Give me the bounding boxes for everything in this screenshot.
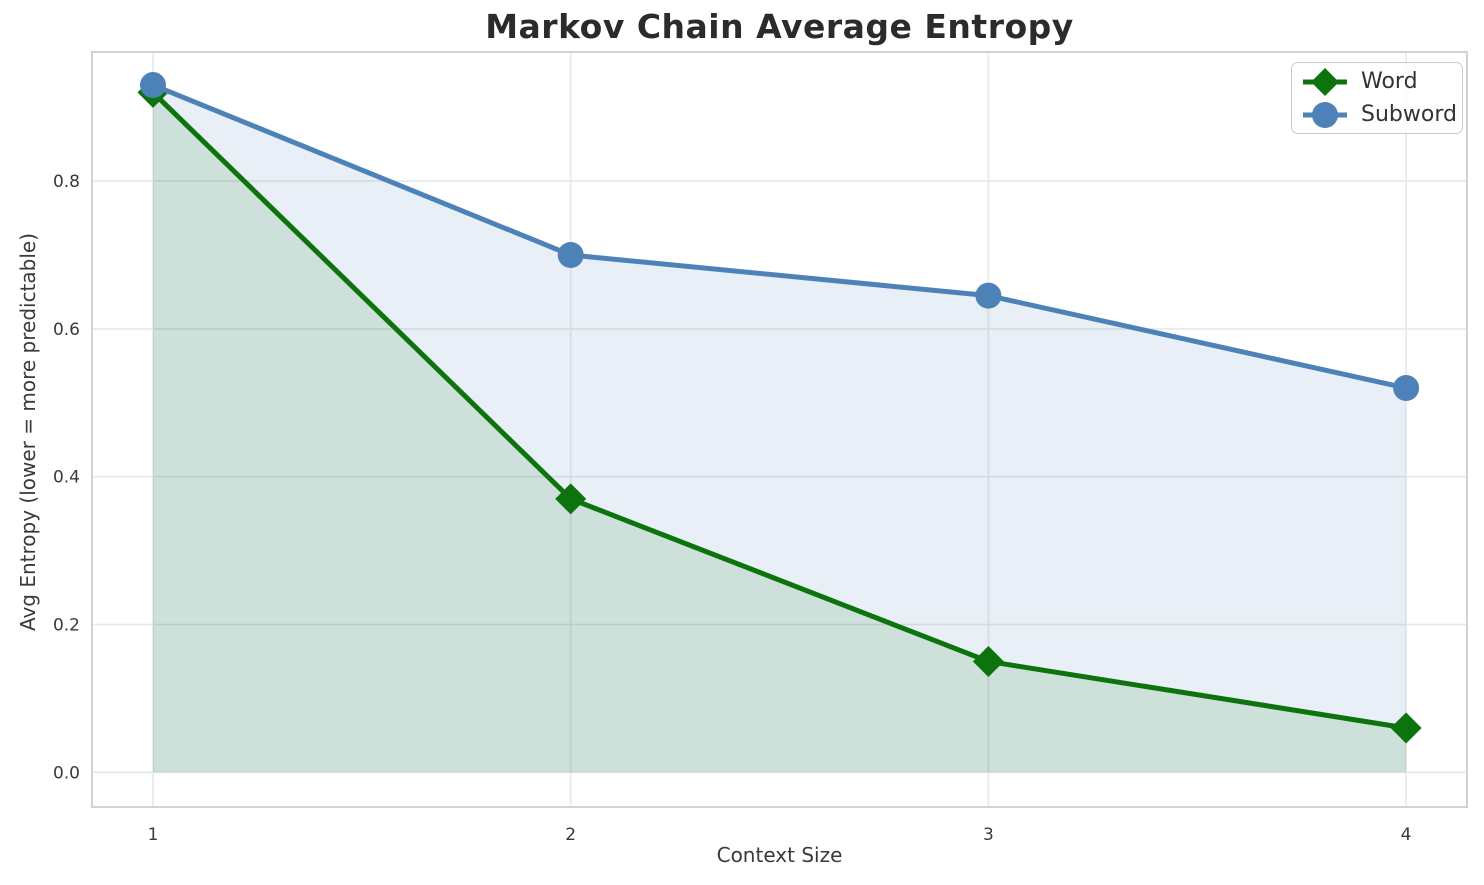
subword-marker	[557, 242, 584, 268]
x-tick-label: 1	[148, 825, 159, 845]
word-marker	[972, 645, 1004, 677]
legend-label-word: Word	[1361, 69, 1418, 94]
y-tick-label: 0.8	[53, 172, 80, 192]
subword-series-marker-icon	[1303, 101, 1347, 128]
legend-label-subword: Subword	[1361, 102, 1457, 127]
y-tick-label: 0.2	[53, 616, 80, 636]
y-tick-label: 0.0	[53, 763, 80, 783]
subword-marker	[975, 282, 1002, 309]
x-tick-label: 3	[983, 825, 994, 845]
subword-marker	[140, 72, 166, 99]
subword-area-fill	[153, 85, 1407, 773]
x-tick-label: 4	[1401, 825, 1412, 845]
legend-item-word: Word	[1292, 65, 1462, 98]
legend: Word Subword	[1291, 62, 1463, 134]
x-axis-label: Context Size	[716, 843, 843, 867]
subword-line	[150, 82, 1409, 391]
word-area-fill	[153, 92, 1407, 773]
word-marker	[1390, 712, 1422, 744]
word-marker	[555, 483, 587, 515]
word-series-marker-icon	[1303, 67, 1347, 96]
legend-item-subword: Subword	[1292, 98, 1462, 131]
y-tick-label: 0.6	[53, 320, 80, 340]
x-tick-label: 2	[565, 825, 576, 845]
subword-marker	[1393, 375, 1420, 402]
y-tick-label: 0.4	[53, 468, 80, 488]
plot-border	[91, 51, 1468, 808]
plot-background	[92, 52, 1467, 807]
word-line	[150, 89, 1409, 731]
chart-title: Markov Chain Average Entropy	[485, 7, 1074, 46]
